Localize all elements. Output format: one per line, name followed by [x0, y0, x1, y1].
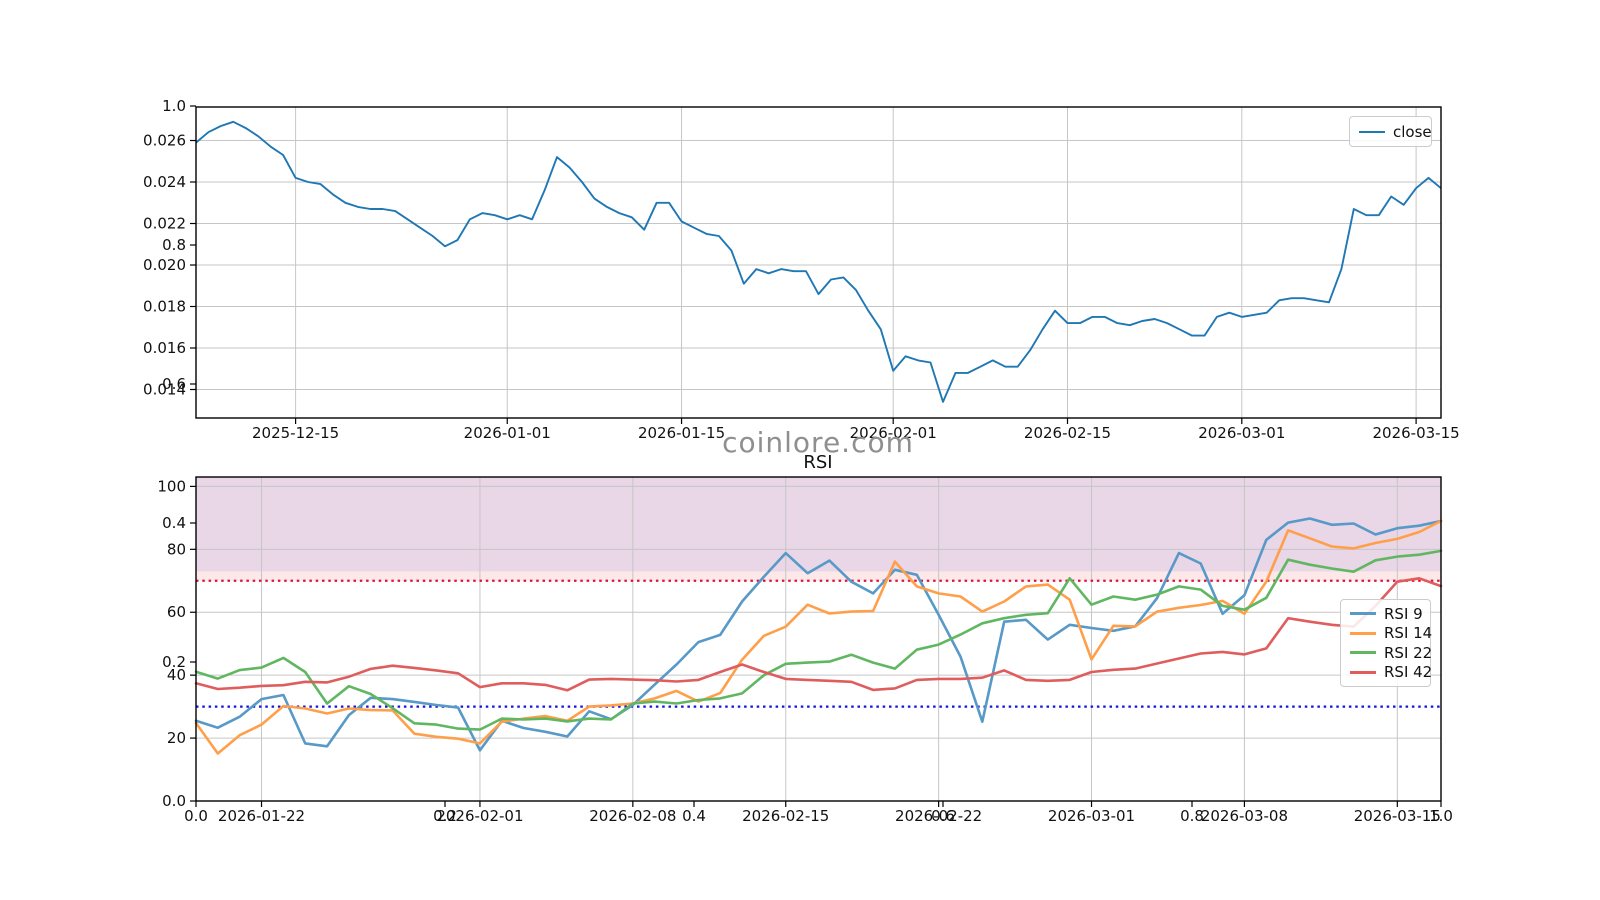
rsi-y-tick-label: 0.0	[162, 792, 186, 810]
rsi-y-tick-label: 100	[157, 477, 186, 495]
legend-label: RSI 22	[1384, 643, 1433, 662]
rsi-x-tick-label: 2026-02-01	[436, 807, 523, 825]
rsi-chart-area: 2026-01-22 2026-02-01 2026-02-08 2026-02-15…	[157, 476, 1443, 825]
overlay-x-tick-label: 1.0	[1429, 807, 1453, 825]
price-x-tick-label: 2026-03-01	[1198, 424, 1285, 442]
overlay-x-tick-label: 0.2	[433, 807, 457, 825]
overlay-y-tick-label: 0.8	[162, 236, 186, 254]
price-x-tick-label: 2026-02-15	[1024, 424, 1111, 442]
legend-item: RSI 9	[1350, 604, 1423, 624]
rsi-42-line	[194, 576, 1443, 692]
legend-item: RSI 42	[1350, 663, 1432, 683]
price-y-tick-label: 0.022	[143, 215, 186, 233]
rsi-y-tick-label: 60	[167, 603, 186, 621]
legend-line-sample	[1350, 631, 1376, 635]
legend-line-sample	[1350, 651, 1376, 655]
price-x-tick-label: 2026-02-01	[850, 424, 937, 442]
rsi-x-tick-label: 2026-03-15	[1354, 807, 1441, 825]
rsi-9-line	[194, 517, 1443, 752]
overlay-y-tick-label: 0.6	[162, 375, 186, 393]
legend-label: RSI 42	[1384, 663, 1433, 682]
legend-line-sample	[1359, 130, 1385, 133]
price-y-tick-label: 0.018	[143, 298, 186, 316]
overlay-x-tick-label: 0.6	[931, 807, 955, 825]
legend-label: RSI 14	[1384, 624, 1433, 643]
price-y-tick-label: 0.026	[143, 132, 186, 150]
legend-label: close	[1393, 122, 1432, 141]
price-legend: close	[1349, 116, 1432, 147]
close-line	[195, 120, 1442, 403]
rsi-x-tick-label: 2026-03-08	[1201, 807, 1288, 825]
legend-line-sample	[1350, 670, 1376, 674]
legend-item: close	[1359, 121, 1432, 142]
price-y-tick-label: 0.020	[143, 256, 186, 274]
price-x-tick-label: 2026-01-01	[464, 424, 551, 442]
rsi-y-tick-label: 80	[167, 540, 186, 558]
rsi-x-tick-label: 2026-02-08	[589, 807, 676, 825]
price-y-tick-label: 0.024	[143, 173, 186, 191]
overlay-x-tick-label: 0.0	[184, 807, 208, 825]
rsi-x-tick-label: 2026-02-22	[895, 807, 982, 825]
price-y-tick-label: 0.014	[143, 381, 186, 399]
overlay-y-tick-label: 0.4	[162, 514, 186, 532]
price-x-tick-label: 2026-03-15	[1373, 424, 1460, 442]
rsi-x-tick-label: 2026-01-22	[218, 807, 305, 825]
price-chart-area: 2025-12-15 2026-01-01 2026-01-15 2026-02-01…	[143, 106, 1460, 442]
legend-item: RSI 22	[1350, 643, 1432, 663]
legend-item: RSI 14	[1350, 624, 1432, 644]
overbought-band	[196, 476, 1441, 581]
rsi-x-tick-label: 2026-03-01	[1048, 807, 1135, 825]
rsi-22-line	[194, 549, 1443, 731]
price-x-tick-label: 2025-12-15	[252, 424, 339, 442]
rsi-plot-border	[195, 476, 1442, 802]
overlay-x-tick-label: 0.4	[682, 807, 706, 825]
price-y-tick-label: 0.016	[143, 339, 186, 357]
legend-label: RSI 9	[1384, 604, 1423, 623]
price-x-tick-label: 2026-01-15	[638, 424, 725, 442]
overlay-y-tick-label: 1.0	[162, 97, 186, 115]
legend-line-sample	[1350, 612, 1376, 616]
rsi-x-tick-label: 2026-02-15	[742, 807, 829, 825]
rsi-legend: RSI 9 RSI 14 RSI 22 RSI 42	[1340, 599, 1432, 687]
rsi-y-tick-label: 20	[167, 729, 186, 747]
oversold-band	[196, 477, 1441, 572]
overlay-x-tick-label: 0.8	[1180, 807, 1204, 825]
overlay-axis: 1.0 0.8 0.6 0.4 0.2 0.0 0.2 0.4 0.6 0.8 1.0	[162, 97, 1453, 825]
price-plot-border	[195, 106, 1442, 419]
rsi-y-tick-label: 40	[167, 666, 186, 684]
overlay-y-tick-label: 0.2	[162, 653, 186, 671]
